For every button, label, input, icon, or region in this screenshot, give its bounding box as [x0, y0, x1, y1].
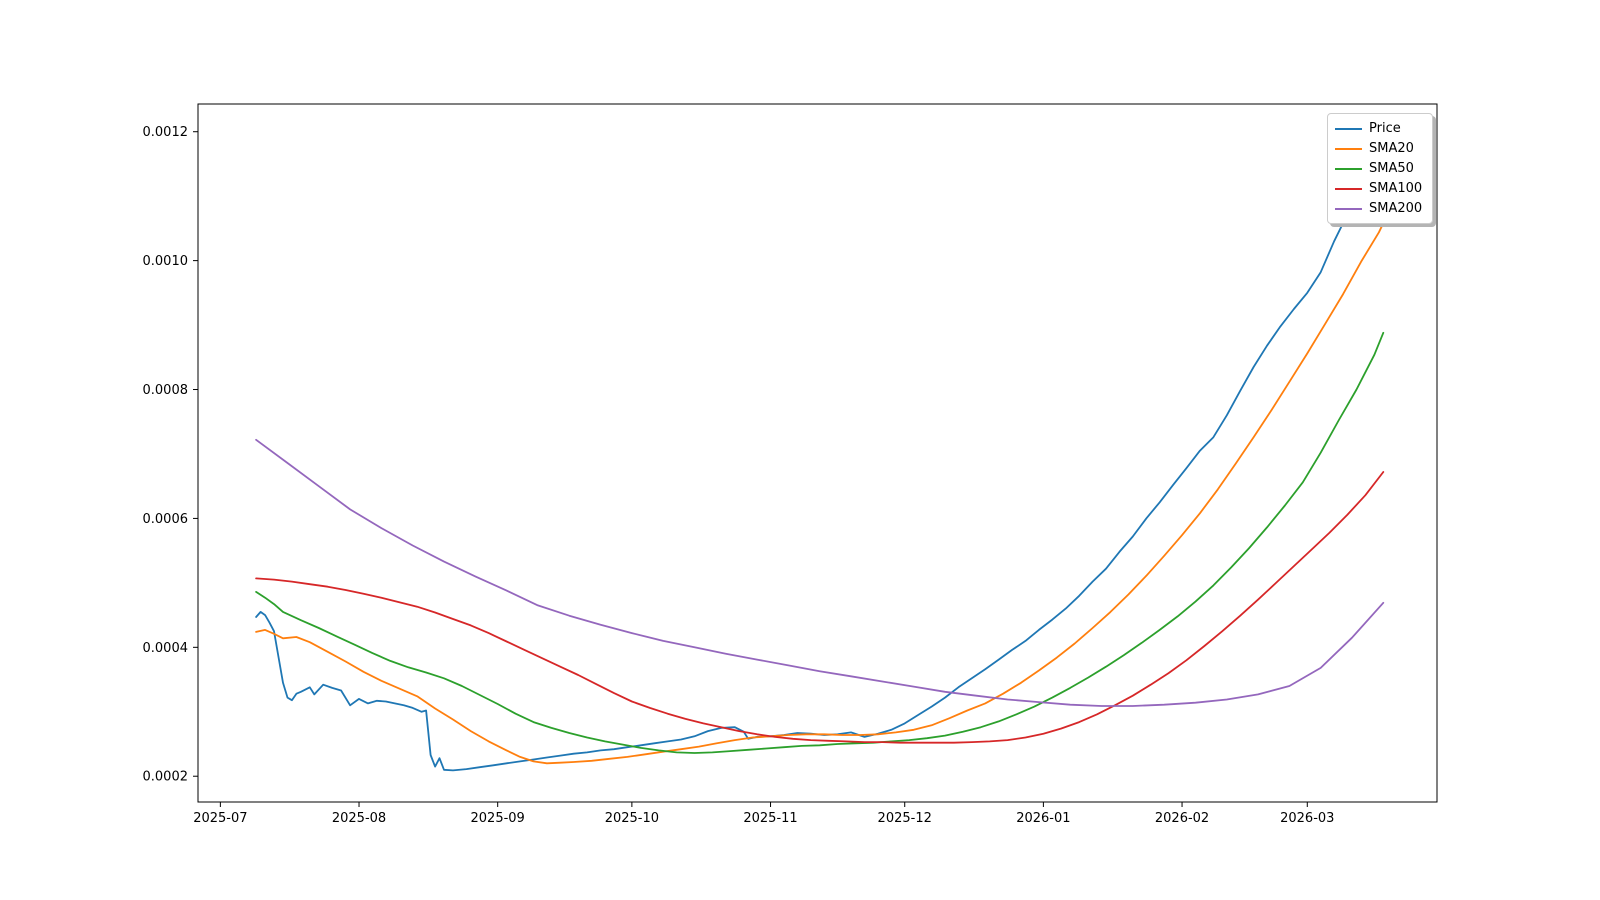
- y-tick-label: 0.0012: [143, 125, 189, 140]
- x-tick-label: 2025-10: [605, 811, 659, 826]
- x-tick-label: 2025-11: [743, 811, 797, 826]
- series-line-sma100: [255, 471, 1385, 744]
- legend-row-sma50: SMA50: [1335, 161, 1432, 177]
- legend-label-sma50: SMA50: [1369, 160, 1414, 176]
- legend-row-sma200: SMA200: [1335, 201, 1432, 217]
- y-tick-label: 0.0004: [143, 641, 189, 656]
- y-tick-label: 0.0008: [143, 383, 189, 398]
- x-tick-label: 2025-12: [878, 811, 932, 826]
- legend-row-sma20: SMA20: [1335, 141, 1432, 157]
- x-tick-label: 2025-09: [471, 811, 525, 826]
- series-line-price: [255, 139, 1385, 772]
- x-tick-label: 2026-03: [1280, 811, 1334, 826]
- x-tick-label: 2025-08: [332, 811, 386, 826]
- sma20-line-icon: [1335, 147, 1362, 150]
- legend-row-price: Price: [1335, 121, 1432, 137]
- series-line-sma200: [255, 438, 1385, 707]
- legend-row-sma100: SMA100: [1335, 181, 1432, 197]
- series-lines: [255, 139, 1385, 772]
- legend-label-sma200: SMA200: [1369, 200, 1423, 216]
- x-tick-label: 2026-01: [1016, 811, 1070, 826]
- y-tick-label: 0.0006: [143, 512, 189, 527]
- sma100-line-icon: [1335, 187, 1362, 190]
- legend-label-price: Price: [1369, 120, 1401, 136]
- axes: 2025-07 2025-08 2025-09 2025-10 2025-11 2025-…: [143, 103, 1438, 826]
- series-line-sma50: [255, 331, 1385, 754]
- y-tick-label: 0.0002: [143, 770, 189, 785]
- y-tick-label: 0.0010: [143, 254, 189, 269]
- series-line-sma20: [255, 222, 1385, 765]
- sma200-line-icon: [1335, 207, 1362, 210]
- sma50-line-icon: [1335, 167, 1362, 170]
- x-tick-label: 2025-07: [193, 811, 247, 826]
- x-tick-label: 2026-02: [1155, 811, 1209, 826]
- price-line-icon: [1335, 127, 1362, 130]
- plot-border: [197, 103, 1438, 803]
- legend: Price SMA20 SMA50 SMA100 SMA200: [1327, 113, 1433, 224]
- legend-label-sma20: SMA20: [1369, 140, 1414, 156]
- legend-label-sma100: SMA100: [1369, 180, 1423, 196]
